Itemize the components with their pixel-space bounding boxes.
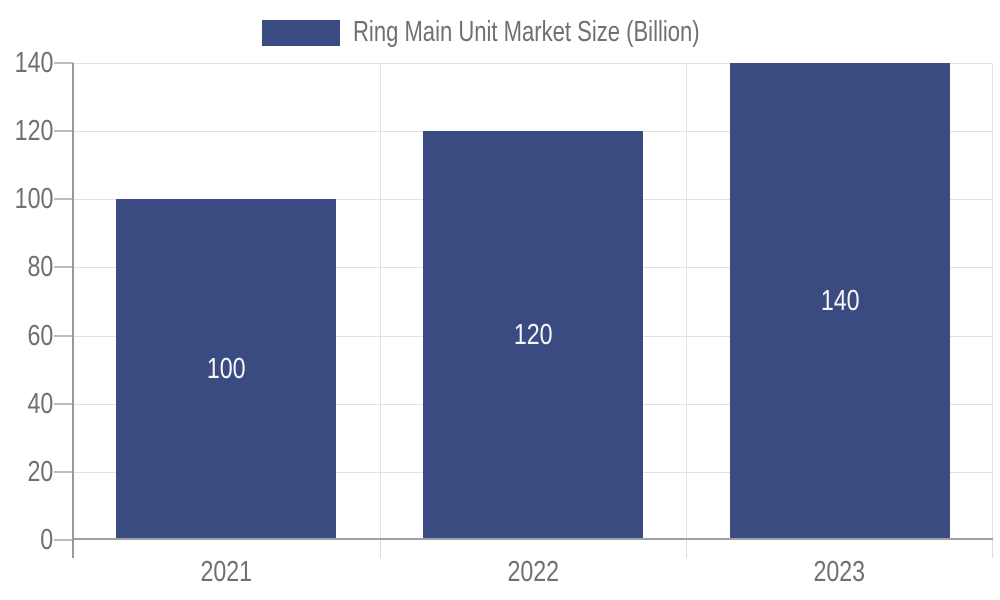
- y-tick-label: 100: [14, 183, 53, 215]
- y-tick-label: 40: [27, 388, 53, 420]
- legend-swatch: [262, 19, 340, 46]
- plot-area: 0 20 40 60 80 100 120 140 100 120 140 2021 2022 2023: [14, 48, 993, 587]
- bar-value-label: 100: [206, 353, 246, 385]
- bar-2023: 140: [730, 63, 950, 540]
- y-axis-tick: [54, 130, 73, 132]
- y-axis-tick: [54, 62, 73, 64]
- y-tick-label: 20: [27, 456, 53, 488]
- y-axis-tick: [54, 198, 73, 200]
- legend-label: Ring Main Unit Market Size (Billion): [353, 16, 700, 48]
- y-tick-label: 120: [14, 115, 53, 147]
- x-axis-tick: [380, 540, 381, 558]
- y-tick-label: 80: [27, 251, 53, 283]
- bar-2022: 120: [423, 131, 643, 540]
- x-gridline: [380, 63, 381, 540]
- x-axis-tick: [686, 540, 687, 558]
- bar-value-label: 120: [513, 319, 553, 351]
- y-tick-label: 60: [27, 320, 53, 352]
- bar-2021: 100: [116, 199, 336, 540]
- chart-legend: Ring Main Unit Market Size (Billion): [262, 18, 809, 47]
- y-axis-tick: [54, 539, 73, 541]
- x-gridline: [992, 63, 993, 540]
- x-axis-line: [73, 538, 993, 540]
- x-axis-tick: [992, 540, 993, 558]
- x-tick-label: 2021: [200, 556, 253, 588]
- y-axis-tick: [54, 403, 73, 405]
- y-tick-label: 0: [40, 524, 53, 556]
- y-gridline: [73, 63, 993, 64]
- y-tick-label: 140: [14, 47, 53, 79]
- x-tick-label: 2023: [813, 556, 866, 588]
- y-axis-line: [72, 63, 74, 558]
- y-axis-tick: [54, 266, 73, 268]
- bar-value-label: 140: [820, 285, 860, 317]
- y-axis-tick: [54, 335, 73, 337]
- x-gridline: [686, 63, 687, 540]
- x-tick-label: 2022: [507, 556, 560, 588]
- y-axis-tick: [54, 471, 73, 473]
